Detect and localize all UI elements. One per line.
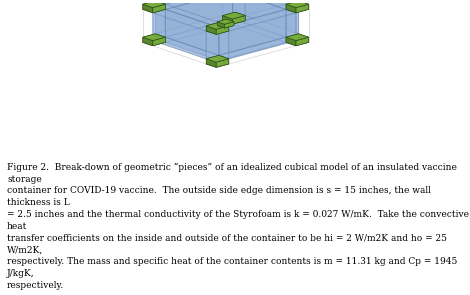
Polygon shape — [206, 55, 229, 62]
Polygon shape — [219, 9, 286, 55]
Polygon shape — [165, 0, 286, 22]
Polygon shape — [206, 55, 219, 64]
Polygon shape — [296, 4, 308, 13]
Polygon shape — [233, 19, 286, 42]
Polygon shape — [235, 12, 245, 21]
Polygon shape — [233, 16, 245, 24]
Polygon shape — [165, 37, 219, 60]
Polygon shape — [165, 19, 286, 55]
Polygon shape — [165, 4, 219, 28]
Polygon shape — [286, 9, 296, 41]
Polygon shape — [206, 22, 229, 29]
Polygon shape — [229, 13, 296, 59]
Polygon shape — [216, 59, 229, 67]
Polygon shape — [219, 37, 286, 60]
Polygon shape — [286, 1, 308, 8]
Polygon shape — [156, 16, 233, 37]
Polygon shape — [217, 19, 234, 24]
Polygon shape — [227, 19, 234, 26]
Polygon shape — [233, 16, 298, 37]
Polygon shape — [233, 0, 298, 9]
Polygon shape — [223, 16, 233, 24]
Polygon shape — [233, 0, 286, 9]
Polygon shape — [153, 4, 165, 13]
Polygon shape — [296, 37, 308, 46]
Polygon shape — [153, 9, 219, 31]
Polygon shape — [165, 0, 233, 37]
Polygon shape — [206, 60, 229, 67]
Polygon shape — [219, 55, 229, 64]
Polygon shape — [143, 39, 165, 46]
Polygon shape — [156, 0, 223, 34]
Polygon shape — [233, 0, 245, 19]
Polygon shape — [286, 4, 296, 13]
Polygon shape — [143, 1, 165, 8]
Polygon shape — [206, 22, 219, 31]
Text: Figure 2.  Break-down of geometric “pieces” of an idealized cubical model of an : Figure 2. Break-down of geometric “piece… — [7, 163, 469, 290]
Polygon shape — [143, 4, 153, 13]
Polygon shape — [143, 34, 156, 42]
Polygon shape — [217, 19, 227, 26]
Polygon shape — [217, 23, 234, 28]
Polygon shape — [156, 6, 165, 37]
Polygon shape — [219, 37, 296, 59]
Polygon shape — [219, 4, 286, 28]
Polygon shape — [143, 6, 165, 13]
Polygon shape — [156, 34, 165, 42]
Polygon shape — [223, 12, 235, 21]
Polygon shape — [206, 26, 216, 35]
Polygon shape — [286, 6, 308, 13]
Polygon shape — [143, 37, 153, 46]
Polygon shape — [206, 59, 216, 67]
Polygon shape — [286, 34, 298, 42]
Polygon shape — [233, 0, 286, 37]
Polygon shape — [216, 26, 229, 35]
Polygon shape — [206, 28, 219, 59]
Polygon shape — [143, 34, 165, 41]
Polygon shape — [286, 34, 308, 41]
Polygon shape — [206, 28, 229, 35]
Polygon shape — [219, 22, 229, 31]
Polygon shape — [225, 22, 234, 28]
Polygon shape — [153, 9, 165, 41]
Polygon shape — [223, 12, 245, 19]
Polygon shape — [223, 17, 245, 24]
Polygon shape — [219, 28, 229, 59]
Polygon shape — [286, 1, 298, 9]
Polygon shape — [165, 0, 233, 9]
Polygon shape — [286, 39, 308, 46]
Polygon shape — [165, 9, 219, 55]
Polygon shape — [143, 1, 156, 9]
Polygon shape — [245, 0, 298, 34]
Polygon shape — [223, 0, 233, 19]
Polygon shape — [219, 9, 296, 31]
Polygon shape — [156, 1, 165, 9]
Polygon shape — [153, 37, 165, 46]
Polygon shape — [165, 19, 233, 42]
Polygon shape — [286, 37, 296, 46]
Polygon shape — [286, 6, 298, 37]
Polygon shape — [156, 0, 233, 9]
Polygon shape — [153, 37, 219, 59]
Polygon shape — [298, 1, 308, 9]
Polygon shape — [298, 34, 308, 42]
Polygon shape — [165, 24, 286, 60]
Polygon shape — [153, 13, 206, 59]
Polygon shape — [165, 0, 286, 28]
Polygon shape — [217, 22, 225, 28]
